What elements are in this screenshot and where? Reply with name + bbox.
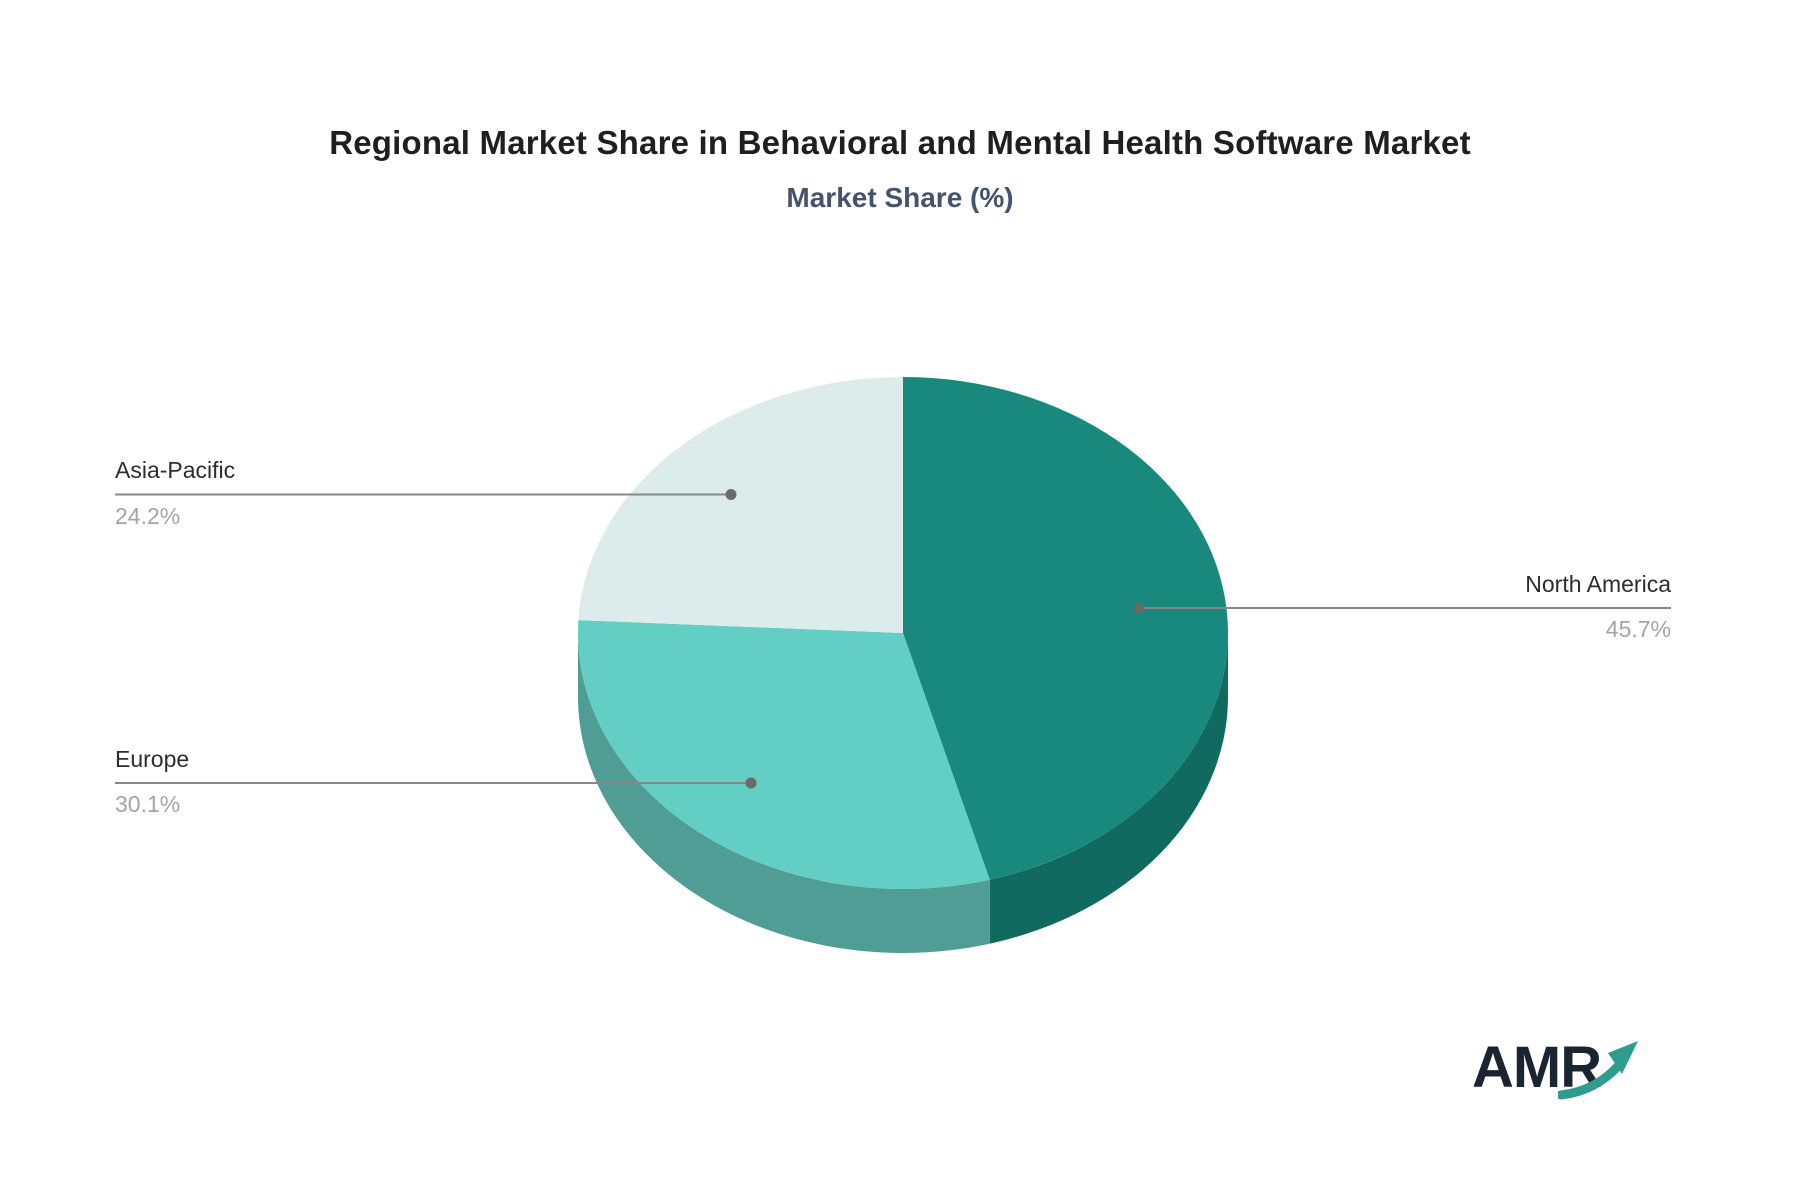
callout-value-asia-pacific: 24.2% bbox=[115, 503, 181, 529]
chart-subtitle: Market Share (%) bbox=[786, 182, 1014, 213]
callout-label-asia-pacific: Asia-Pacific bbox=[115, 457, 236, 483]
arrow-head bbox=[1608, 1041, 1638, 1074]
callout-value-europe: 30.1% bbox=[115, 791, 181, 817]
amr-logo-arrow-icon bbox=[1558, 1041, 1638, 1100]
chart-title: Regional Market Share in Behavioral and … bbox=[329, 124, 1471, 161]
callout-label-europe: Europe bbox=[115, 746, 190, 772]
callout-value-north-america: 45.7% bbox=[1605, 616, 1671, 642]
amr-logo: AMR bbox=[1472, 1032, 1732, 1132]
pie-slice-asia-pacific[interactable] bbox=[578, 377, 903, 633]
leader-dot-asia-pacific bbox=[725, 489, 737, 500]
pie-slice-north-america[interactable] bbox=[903, 377, 1229, 880]
leader-dot-europe bbox=[745, 777, 757, 789]
arrow-swoosh bbox=[1558, 1060, 1624, 1100]
pie-slice-side-europe bbox=[578, 633, 990, 953]
pie-slice-side-north-america bbox=[989, 633, 1228, 944]
callout-label-north-america: North America bbox=[1525, 571, 1671, 597]
pie-slice-europe[interactable] bbox=[578, 620, 990, 889]
leader-dot-north-america bbox=[1133, 602, 1145, 614]
